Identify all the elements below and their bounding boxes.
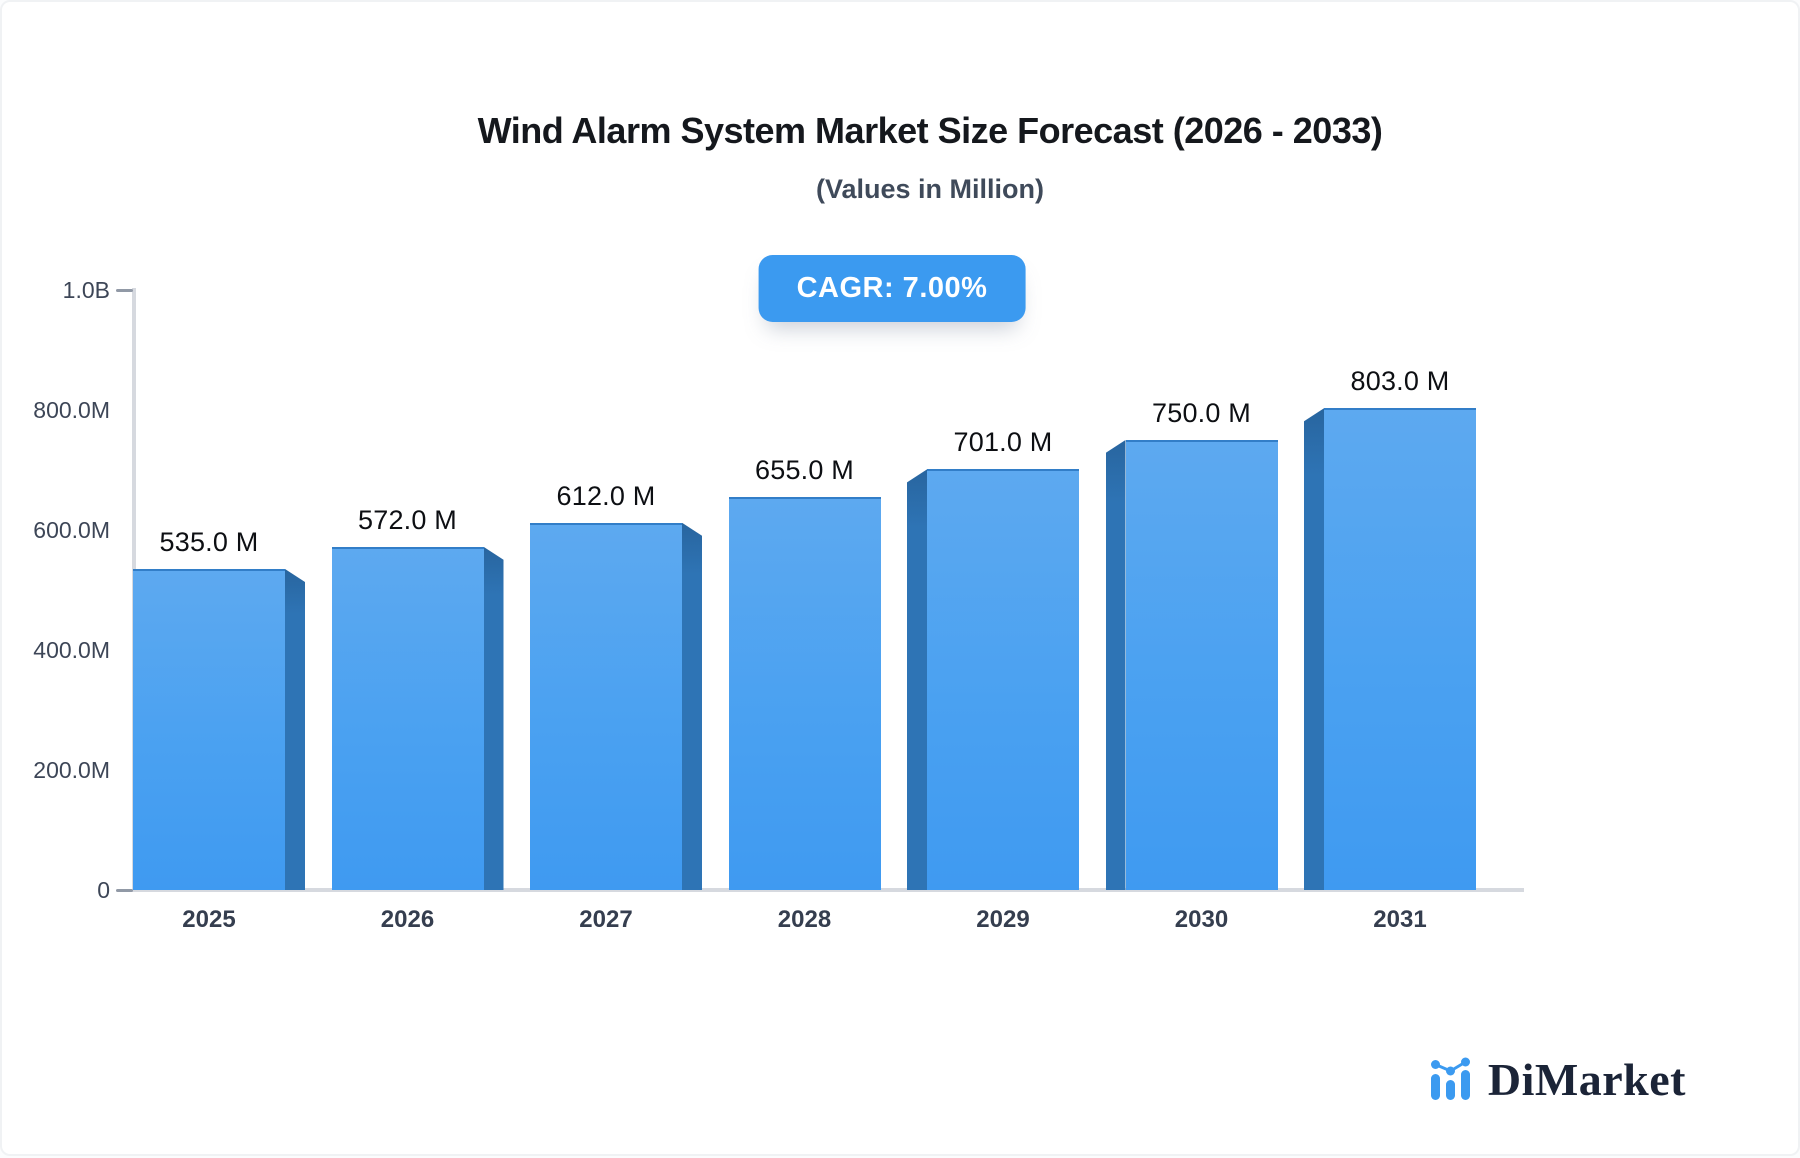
y-tick-label: 0 <box>97 877 110 903</box>
bar-value-label: 612.0 M <box>556 480 656 511</box>
bar-3d-side <box>1105 440 1126 890</box>
y-tick-label: 400.0M <box>33 637 110 663</box>
bar-value-label: 655.0 M <box>755 455 854 485</box>
bar-line-chart-icon <box>1430 1057 1470 1100</box>
cagr-badge: CAGR: 7.00% <box>758 255 1026 322</box>
bar-value-label: 750.0 M <box>1152 398 1251 428</box>
bar-2030[interactable] <box>1125 440 1278 890</box>
x-axis-label: 2031 <box>1373 906 1427 933</box>
y-tick-label: 600.0M <box>33 517 110 543</box>
x-axis-line <box>132 888 1524 892</box>
y-tick-label: 1.0B <box>62 277 110 303</box>
bar-2028[interactable] <box>728 497 881 890</box>
x-axis-label: 2026 <box>380 906 435 933</box>
chart-title: Wind Alarm System Market Size Forecast (… <box>477 110 1383 151</box>
x-axis-label: 2027 <box>579 906 633 933</box>
bar-2029[interactable] <box>927 469 1079 890</box>
y-tick-label: 800.0M <box>33 397 110 423</box>
bar-2026[interactable] <box>331 546 484 890</box>
y-tick-label: 200.0M <box>33 757 110 783</box>
x-axis-label: 2030 <box>1174 906 1229 933</box>
x-axis-label: 2028 <box>777 906 832 933</box>
y-tick-mark <box>116 288 133 292</box>
bar-value-label: 572.0 M <box>358 504 457 535</box>
y-tick-mark <box>116 888 133 892</box>
chart-subtitle: (Values in Million) <box>815 174 1045 204</box>
bar-3d-side <box>285 569 305 890</box>
bar-value-label: 701.0 M <box>953 427 1053 458</box>
bar-value-label: 803.0 M <box>1350 366 1450 397</box>
bar-3d-side <box>682 522 702 890</box>
dimarket-logo: DiMarket <box>1428 1053 1686 1106</box>
x-axis-label: 2025 <box>182 906 236 933</box>
bar-3d-side <box>1304 408 1324 890</box>
chart-header: Wind Alarm System Market Size Forecast (… <box>130 2 1730 205</box>
bar-2025[interactable] <box>133 569 285 890</box>
bar-2027[interactable] <box>530 522 682 890</box>
logo-text: DiMarket <box>1487 1054 1686 1105</box>
bar-2031[interactable] <box>1324 408 1476 890</box>
bar-value-label: 535.0 M <box>159 527 259 557</box>
x-axis-label: 2029 <box>976 906 1030 933</box>
bar-3d-side <box>907 469 927 890</box>
bar-3d-side <box>483 546 504 890</box>
